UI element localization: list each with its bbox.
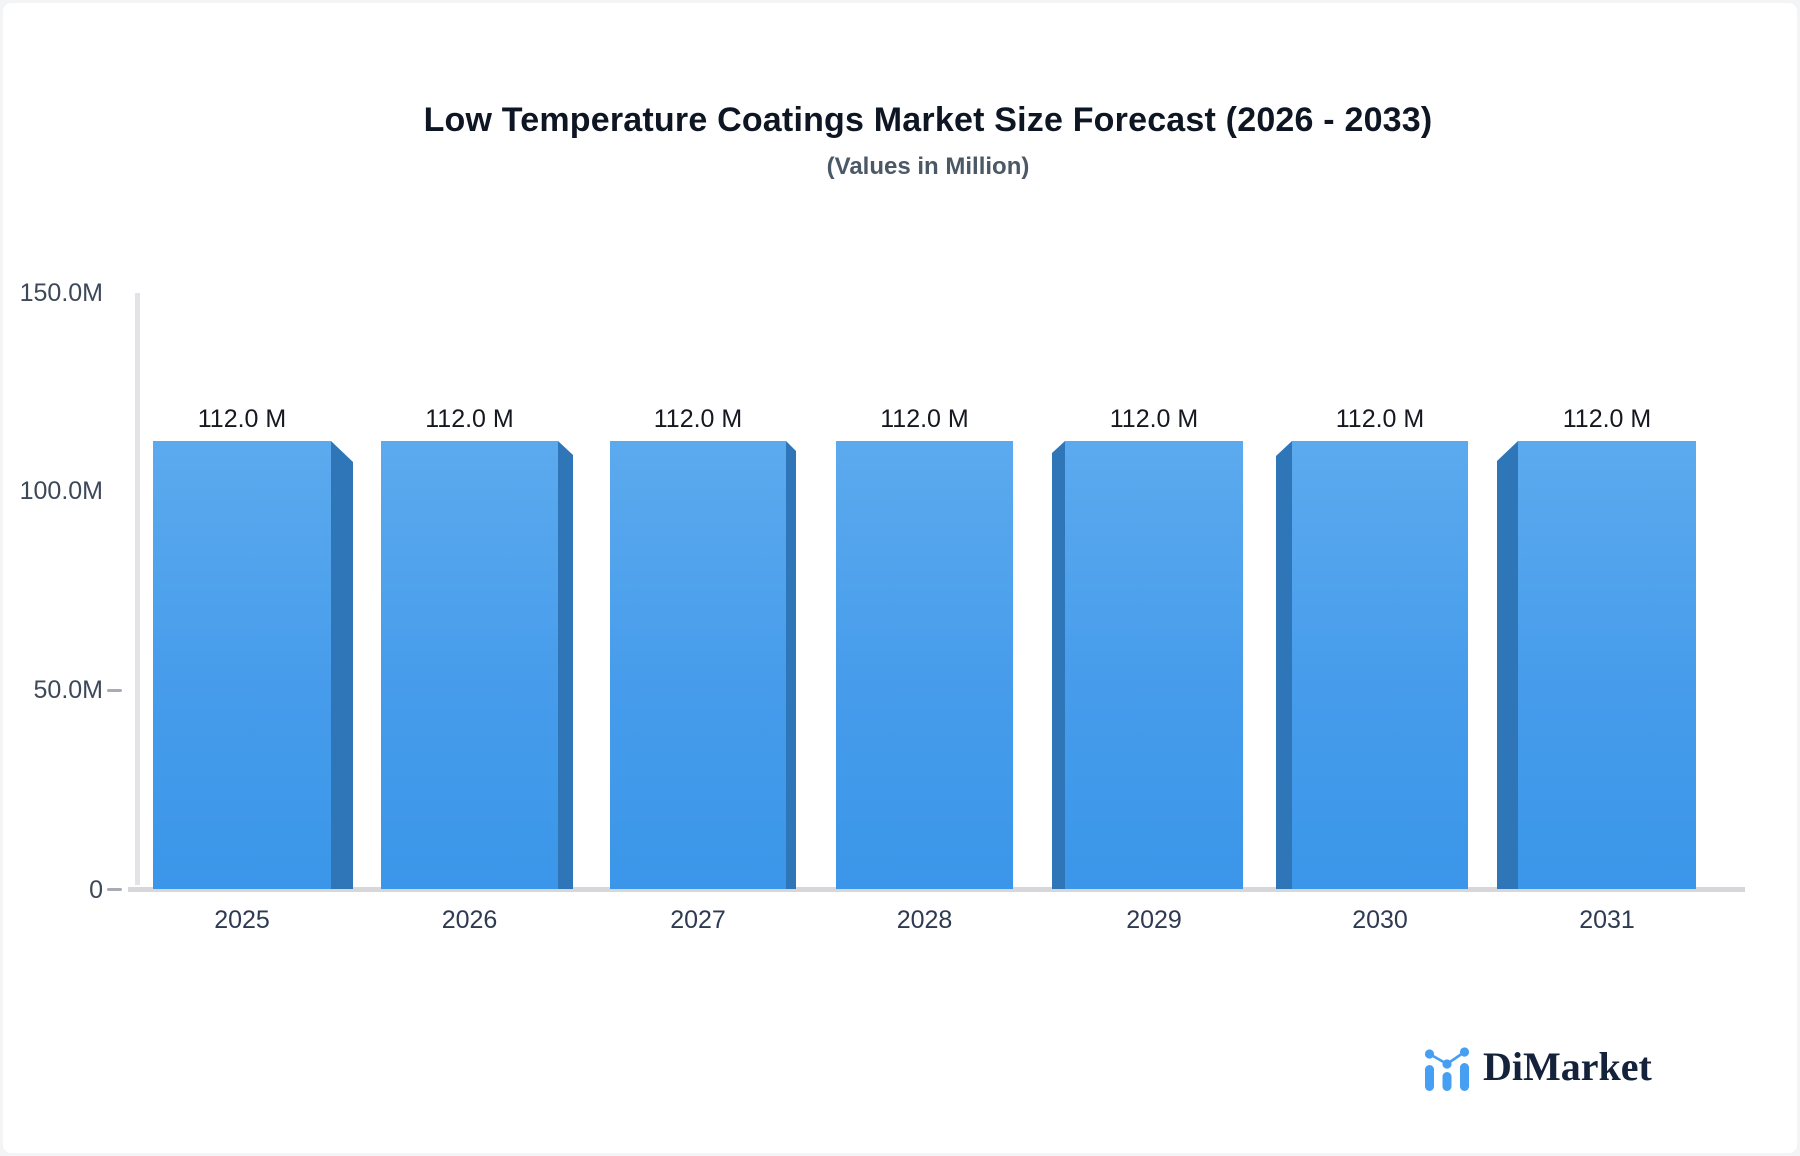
y-axis-tick-label: 50.0M bbox=[33, 676, 103, 704]
x-axis-label: 2031 bbox=[1579, 906, 1635, 934]
x-axis-label: 2027 bbox=[670, 906, 726, 934]
y-axis-line bbox=[135, 293, 140, 885]
x-axis-label: 2026 bbox=[441, 906, 498, 934]
bar-value-label: 112.0 M bbox=[1109, 405, 1199, 433]
bar-3d-side bbox=[1052, 441, 1065, 889]
bar-2027: 112.0 M 2027 bbox=[610, 405, 796, 934]
bar[interactable] bbox=[836, 441, 1013, 889]
chart-title: Low Temperature Coatings Market Size For… bbox=[423, 101, 1433, 139]
bar-value-label: 112.0 M bbox=[653, 405, 743, 433]
bar-3d-side bbox=[331, 441, 353, 889]
x-axis-label: 2029 bbox=[1126, 906, 1182, 934]
y-axis-tick-label: 150.0M bbox=[19, 279, 103, 307]
bar-2031: 112.0 M 2031 bbox=[1497, 405, 1696, 934]
x-axis-line bbox=[128, 887, 1745, 892]
x-axis-label: 2028 bbox=[896, 906, 953, 934]
chart-subtitle: (Values in Million) bbox=[826, 153, 1030, 180]
y-axis-tick-mark bbox=[107, 689, 122, 692]
bar[interactable] bbox=[381, 441, 558, 889]
bar-2026: 112.0 M 2026 bbox=[381, 405, 573, 934]
y-axis-tick-mark bbox=[107, 888, 122, 891]
bar-3d-side bbox=[1497, 441, 1518, 889]
bar-value-label: 112.0 M bbox=[197, 405, 287, 433]
bar-value-label: 112.0 M bbox=[1562, 405, 1652, 433]
chart-card: Low Temperature Coatings Market Size For… bbox=[3, 3, 1797, 1153]
bar-2028: 112.0 M 2028 bbox=[836, 405, 1013, 934]
y-axis-tick-label: 100.0M bbox=[19, 477, 103, 505]
bar-3d-side bbox=[558, 441, 573, 889]
bar-2029: 112.0 M 2029 bbox=[1052, 405, 1243, 934]
bar-value-label: 112.0 M bbox=[880, 405, 969, 433]
bar-line-chart-icon bbox=[1421, 1041, 1473, 1091]
bar[interactable] bbox=[1065, 441, 1243, 889]
bar-2025: 112.0 M 2025 bbox=[153, 405, 353, 934]
bar-3d-side bbox=[1276, 441, 1292, 889]
bar-3d-side bbox=[786, 441, 796, 889]
bar[interactable] bbox=[153, 441, 331, 889]
bar-2030: 112.0 M 2030 bbox=[1276, 405, 1468, 934]
logo-wordmark: DiMarket bbox=[1483, 1043, 1652, 1089]
dimarket-logo[interactable]: DiMarket bbox=[1421, 1041, 1652, 1091]
bar[interactable] bbox=[1292, 441, 1468, 889]
x-axis-label: 2025 bbox=[214, 906, 270, 934]
y-axis-tick-label: 0 bbox=[89, 876, 103, 904]
bar-value-label: 112.0 M bbox=[425, 405, 514, 433]
bar[interactable] bbox=[1518, 441, 1696, 889]
bar-value-label: 112.0 M bbox=[1335, 405, 1425, 433]
x-axis-label: 2030 bbox=[1352, 906, 1408, 934]
bar[interactable] bbox=[610, 441, 786, 889]
